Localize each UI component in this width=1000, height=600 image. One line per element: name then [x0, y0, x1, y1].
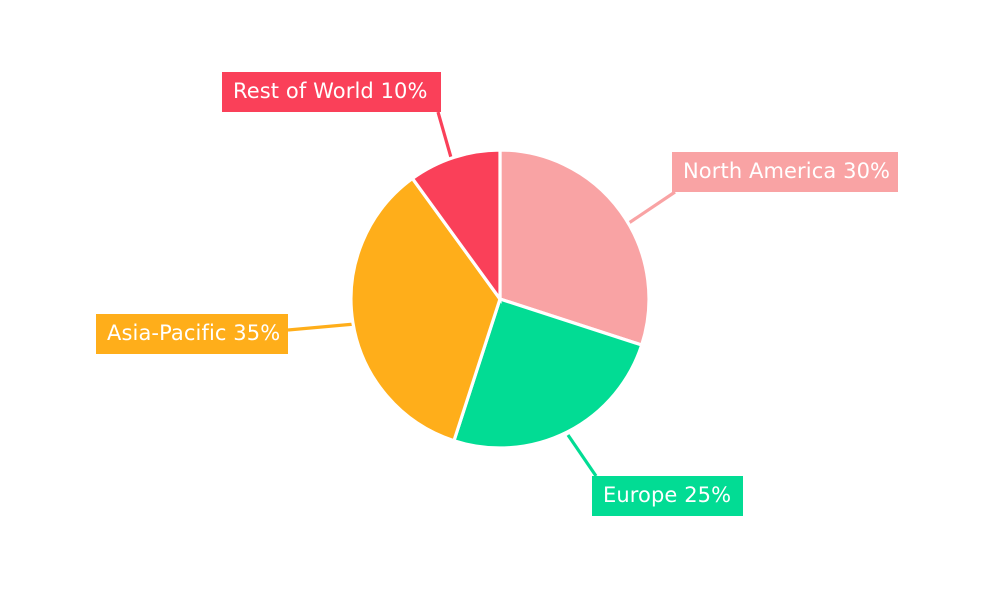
leader-line-asia-pacific — [287, 322, 356, 332]
pie-label-rest-of-world: Rest of World 10% — [222, 72, 441, 112]
pie-label-north-america: North America 30% — [672, 152, 898, 192]
pie-slice-rest-of-world[interactable] — [410, 148, 502, 304]
leader-line-europe — [566, 434, 598, 477]
pie-slice-europe[interactable] — [451, 296, 644, 450]
pie-label-europe: Europe 25% — [592, 476, 743, 516]
pie-slice-asia-pacific[interactable] — [349, 176, 502, 443]
pie-label-asia-pacific: Asia-Pacific 35% — [96, 314, 288, 354]
pie-slice-north-america[interactable] — [498, 148, 651, 348]
pie-wedges — [349, 148, 651, 450]
